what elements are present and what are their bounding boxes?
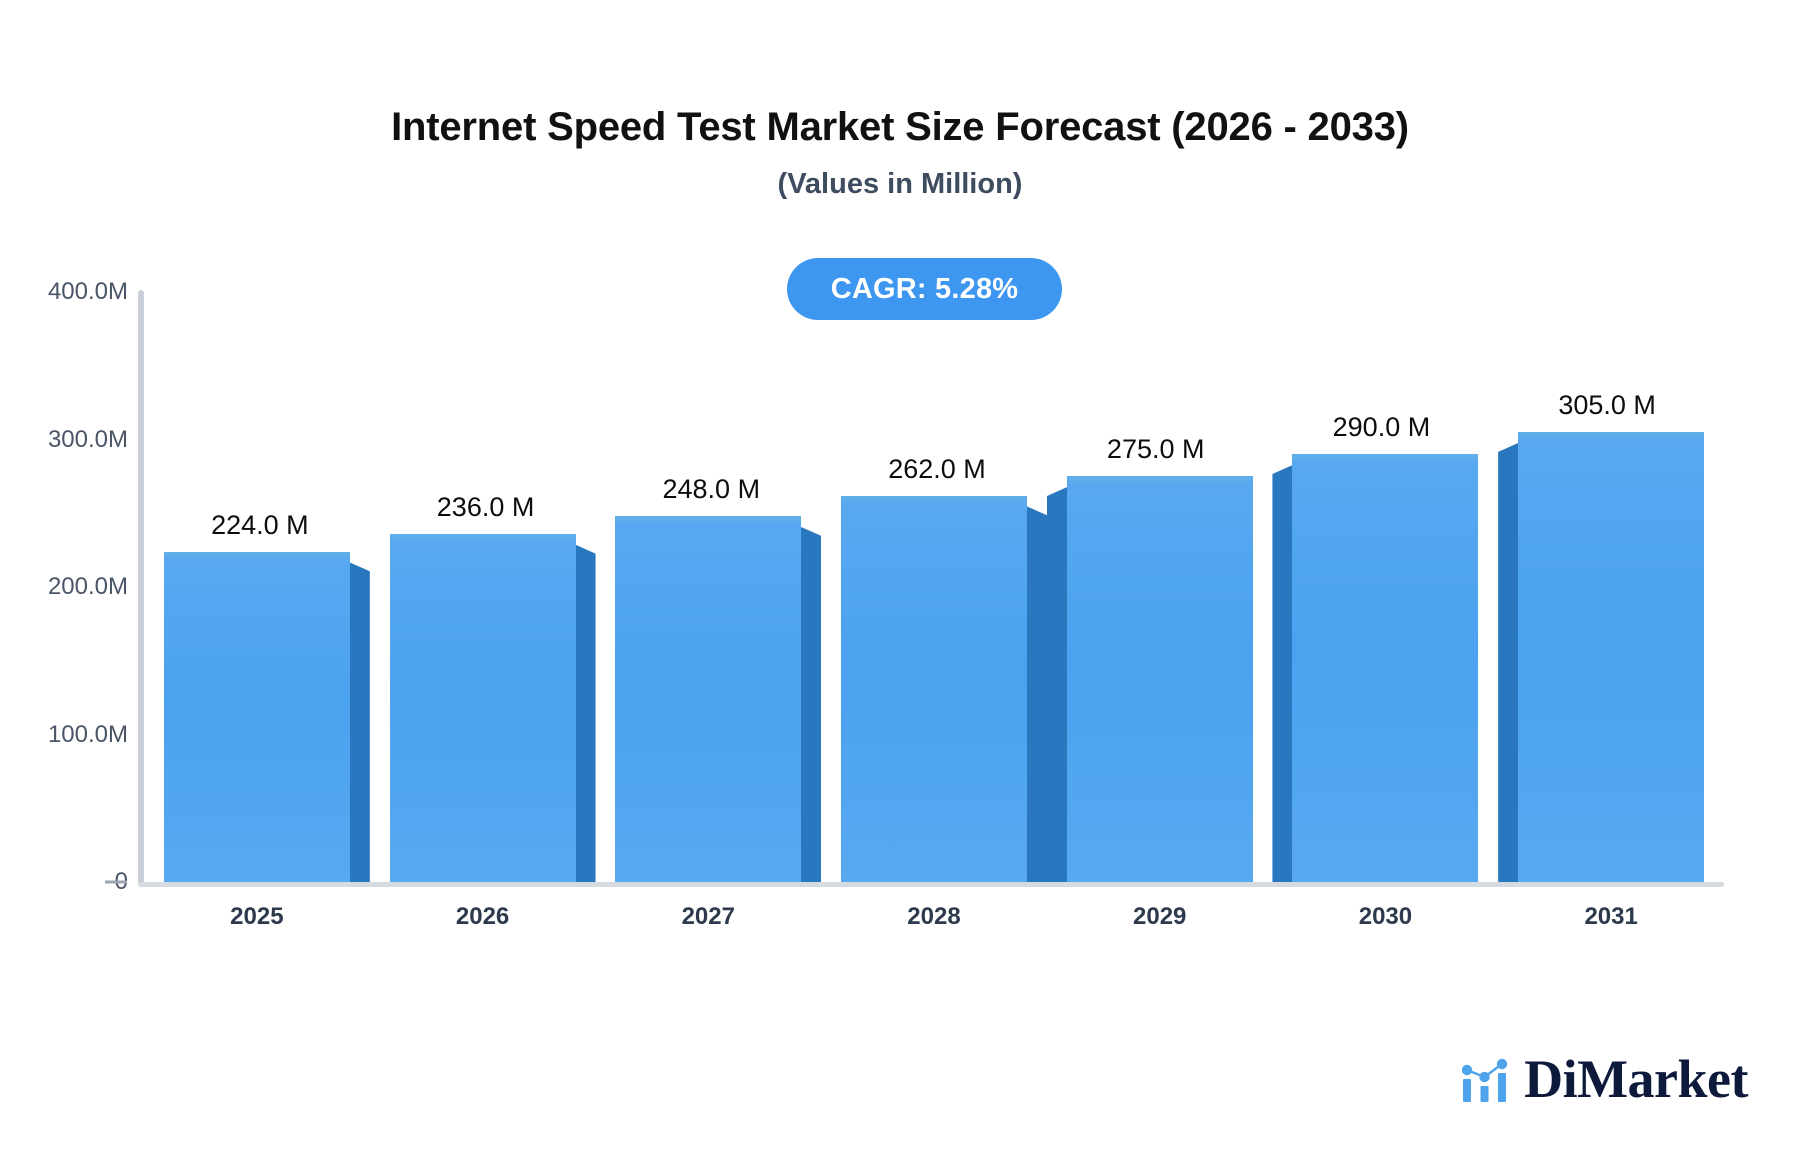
bar-top-edge	[1292, 454, 1479, 460]
bar-front-face	[841, 495, 1027, 882]
bar[interactable]	[163, 551, 370, 882]
bar[interactable]	[615, 516, 822, 882]
bar-top-edge	[1066, 476, 1253, 482]
y-axis-tick-label: 100.0M	[47, 720, 128, 748]
bar-value-label: 224.0 M	[211, 509, 309, 540]
bar[interactable]	[841, 495, 1047, 882]
x-axis-tick-label: 2030	[1358, 903, 1413, 930]
bar-3d-side	[1046, 486, 1069, 882]
bar-3d-side	[573, 543, 596, 882]
x-axis-tick-label: 2025	[230, 903, 284, 930]
cagr-badge: CAGR: 5.28%	[787, 258, 1062, 320]
bar-top-edge	[389, 533, 576, 539]
bar-value-label: 275.0 M	[1106, 434, 1205, 465]
bar-value-label: 305.0 M	[1558, 390, 1656, 421]
dimarket-logo: DiMarket	[1460, 1052, 1748, 1106]
x-axis-tick-label: 2027	[681, 903, 735, 930]
x-axis-line	[138, 882, 1724, 887]
y-axis-tick-mark	[105, 880, 127, 884]
bar[interactable]	[1046, 476, 1253, 882]
bar-front-face	[389, 533, 576, 882]
cagr-badge-label: CAGR: 5.28%	[830, 272, 1019, 305]
bar-top-edge	[1518, 432, 1705, 438]
x-axis-tick-label: 2029	[1133, 903, 1187, 930]
bar-3d-side	[799, 526, 822, 882]
bar-top-edge	[163, 551, 350, 557]
bar-3d-side	[1498, 442, 1521, 882]
bar[interactable]	[389, 533, 596, 882]
y-axis-line	[138, 290, 144, 886]
x-axis-tick-label: 2028	[907, 903, 961, 930]
bar-top-edge	[615, 516, 802, 522]
bar-value-label: 248.0 M	[662, 474, 761, 505]
bar-front-face	[1292, 454, 1479, 882]
x-axis-tick-label: 2031	[1584, 903, 1638, 930]
bar-front-face	[615, 516, 802, 882]
bar-value-label: 290.0 M	[1332, 412, 1431, 443]
bar[interactable]	[1272, 454, 1479, 882]
bar-chart-with-dots-icon	[1461, 1058, 1508, 1102]
bar-value-label: 236.0 M	[436, 491, 535, 522]
bar[interactable]	[1498, 432, 1705, 882]
x-axis-tick-label: 2026	[455, 903, 510, 930]
chart-title: Internet Speed Test Market Size Forecast…	[391, 105, 1409, 149]
bar-top-edge	[841, 495, 1027, 501]
chart-subtitle: (Values in Million)	[777, 168, 1023, 200]
y-axis-tick-label: 200.0M	[47, 573, 128, 600]
bar-3d-side	[1272, 464, 1295, 882]
bar-front-face	[1518, 432, 1705, 882]
bar-front-face	[1066, 476, 1253, 882]
bar-front-face	[163, 551, 350, 882]
y-axis-tick-label: 400.0M	[47, 278, 128, 305]
logo-wordmark: DiMarket	[1524, 1049, 1748, 1109]
y-axis-tick-label: 300.0M	[47, 425, 128, 453]
bar-value-label: 262.0 M	[888, 453, 986, 484]
bar-3d-side	[347, 561, 370, 882]
bar-3d-side	[1025, 505, 1047, 882]
